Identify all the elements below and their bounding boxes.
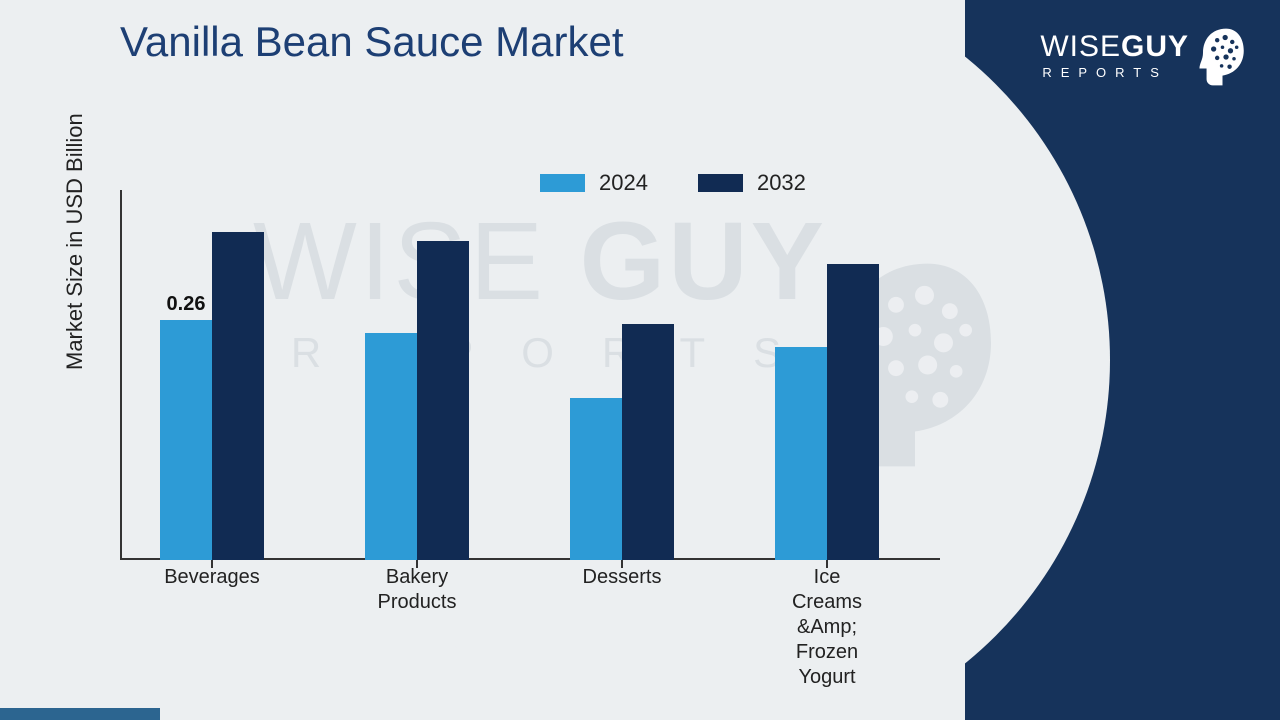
brand-word-bold: GUY bbox=[1121, 30, 1189, 63]
brand-word-light: WISE bbox=[1040, 30, 1121, 63]
bar bbox=[212, 232, 264, 560]
brand-logo: WISEGUY REPORTS bbox=[985, 22, 1250, 92]
brand-head-icon bbox=[1195, 26, 1250, 88]
category-label: Ice Creams &Amp; Frozen Yogurt bbox=[742, 565, 912, 690]
chart-title: Vanilla Bean Sauce Market bbox=[120, 18, 624, 66]
category-label: Bakery Products bbox=[332, 565, 502, 615]
bar bbox=[775, 347, 827, 560]
bar-chart: 0.26 BeveragesBakery ProductsDessertsIce… bbox=[120, 190, 940, 560]
bar-value-label: 0.26 bbox=[167, 293, 206, 316]
bar bbox=[827, 264, 879, 560]
bar bbox=[417, 241, 469, 560]
category-label: Desserts bbox=[537, 565, 707, 590]
bar bbox=[622, 324, 674, 560]
bars-container: 0.26 bbox=[120, 190, 940, 560]
bar bbox=[365, 333, 417, 560]
bar bbox=[570, 398, 622, 560]
y-axis-label: Market Size in USD Billion bbox=[62, 113, 88, 370]
brand-subword: REPORTS bbox=[1040, 64, 1189, 82]
category-label: Beverages bbox=[127, 565, 297, 590]
bar bbox=[160, 320, 212, 561]
bottom-accent-bar bbox=[0, 708, 160, 720]
